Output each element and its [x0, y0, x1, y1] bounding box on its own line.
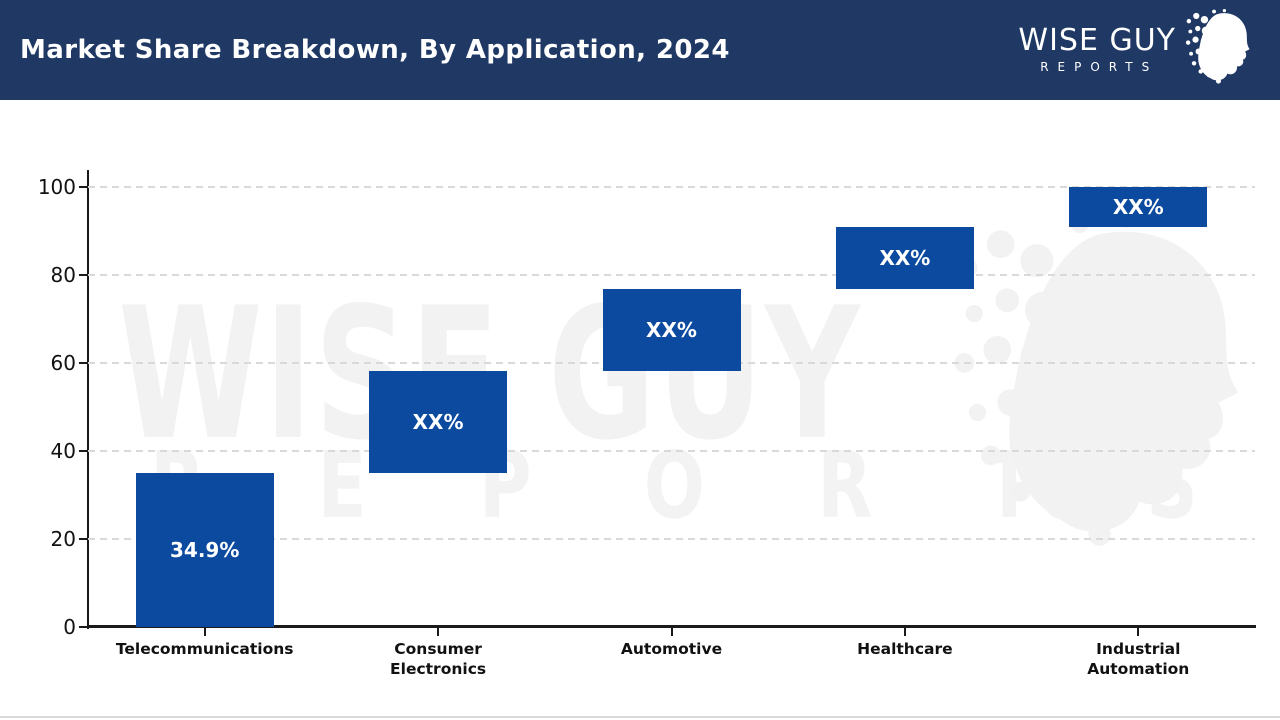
bar-value-label: XX%: [412, 410, 464, 435]
y-tick-0: [79, 626, 88, 628]
x-tick-0: [203, 628, 206, 636]
logo-brand-text: WISE GUY: [1018, 23, 1176, 58]
bar-value-label: XX%: [879, 246, 931, 271]
gridline-20: [88, 538, 1255, 540]
y-tick-label-0: 0: [63, 615, 76, 639]
gridline-40: [88, 450, 1255, 452]
y-tick-40: [79, 450, 88, 452]
x-tick-3: [903, 628, 906, 636]
y-tick-label-80: 80: [50, 263, 76, 287]
bar-value-label: 34.9%: [169, 538, 240, 563]
x-axis-spine: [87, 625, 1256, 628]
y-tick-60: [79, 362, 88, 364]
bar: XX%: [602, 289, 741, 371]
bar-value-label: XX%: [646, 318, 697, 342]
bar: XX%: [369, 370, 508, 474]
logo-face-icon: [1180, 7, 1254, 93]
bottom-border: [0, 716, 1280, 718]
y-tick-label-20: 20: [50, 527, 76, 551]
y-tick-20: [79, 538, 88, 540]
bar: XX%: [835, 227, 974, 290]
bar-value-label: XX%: [1112, 195, 1164, 220]
x-axis-label-3: Healthcare: [857, 640, 953, 658]
x-tick-1: [437, 628, 440, 636]
chart-title: Market Share Breakdown, By Application, …: [20, 35, 730, 65]
bar: 34.9%: [135, 473, 274, 627]
header-bar: Market Share Breakdown, By Application, …: [0, 0, 1280, 100]
logo-reports-text: REPORTS: [1040, 60, 1159, 74]
x-tick-4: [1137, 628, 1140, 636]
x-axis-label-2: Automotive: [620, 640, 723, 658]
gridline-100: [88, 186, 1255, 188]
x-axis-label-4: Industrial Automation: [1087, 640, 1190, 679]
gridline-80: [88, 274, 1255, 276]
y-tick-label-100: 100: [37, 175, 76, 199]
wiseguy-logo: WISE GUY REPORTS: [1018, 7, 1254, 93]
y-tick-80: [79, 274, 88, 276]
x-tick-2: [670, 628, 673, 636]
bar: XX%: [1069, 187, 1208, 228]
y-tick-label-40: 40: [50, 439, 76, 463]
x-axis-label-0: Telecommunications: [115, 640, 294, 658]
x-axis-label-1: Consumer Electronics: [390, 640, 487, 679]
y-tick-100: [79, 186, 88, 188]
logo-wordmark: WISE GUY REPORTS: [1018, 23, 1176, 75]
y-axis-spine: [87, 170, 89, 629]
plot-area: 34.9% XX% XX% XX% XX%: [88, 170, 1255, 627]
y-tick-label-60: 60: [50, 351, 76, 375]
